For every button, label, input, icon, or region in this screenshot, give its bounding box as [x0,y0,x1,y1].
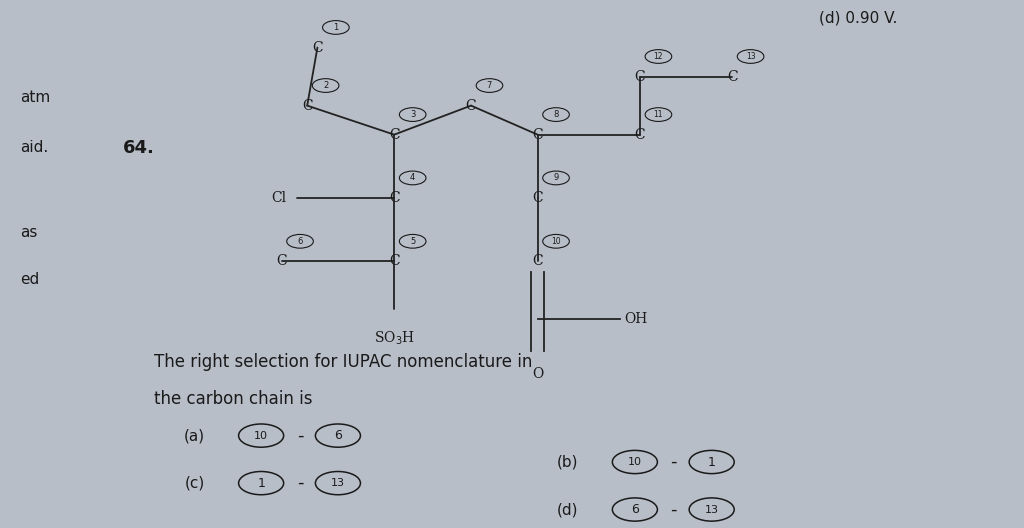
Text: 10: 10 [254,431,268,440]
Text: 1: 1 [257,477,265,489]
Text: 10: 10 [628,457,642,467]
Text: 13: 13 [705,505,719,514]
Text: (c): (c) [184,476,205,491]
Text: 5: 5 [410,237,416,246]
Text: (d) 0.90 V.: (d) 0.90 V. [819,11,898,26]
Text: 6: 6 [334,429,342,442]
Text: -: - [297,427,303,445]
Text: C: C [466,99,476,112]
Text: (a): (a) [183,428,205,443]
Text: C: C [532,191,543,205]
Text: SO$_3$H: SO$_3$H [374,330,415,347]
Text: 6: 6 [631,503,639,516]
Text: 64.: 64. [123,139,155,157]
Text: atm: atm [20,90,51,105]
Text: as: as [20,225,38,240]
Text: O: O [532,367,543,381]
Text: 1: 1 [333,23,339,32]
Text: OH: OH [625,313,648,326]
Text: C: C [727,70,737,83]
Text: C: C [302,99,312,112]
Text: 3: 3 [410,110,416,119]
Text: 10: 10 [551,237,561,246]
Text: 6: 6 [297,237,303,246]
Text: C: C [389,191,399,205]
Text: 7: 7 [486,81,493,90]
Text: aid.: aid. [20,140,49,155]
Text: 13: 13 [331,478,345,488]
Text: 8: 8 [553,110,559,119]
Text: 1: 1 [708,456,716,468]
Text: Cl: Cl [271,191,287,205]
Text: (b): (b) [557,455,579,469]
Text: C: C [635,70,645,83]
Text: C: C [635,128,645,142]
Text: (d): (d) [557,502,579,517]
Text: 2: 2 [323,81,329,90]
Text: C: C [312,41,323,54]
Text: C: C [276,254,287,268]
Text: -: - [671,501,677,518]
Text: the carbon chain is: the carbon chain is [154,390,312,408]
Text: The right selection for IUPAC nomenclature in: The right selection for IUPAC nomenclatu… [154,353,532,371]
Text: ed: ed [20,272,40,287]
Text: 4: 4 [410,173,416,183]
Text: -: - [297,474,303,492]
Text: C: C [532,254,543,268]
Text: 13: 13 [745,52,756,61]
Text: C: C [532,128,543,142]
Text: 11: 11 [653,110,664,119]
Text: C: C [389,254,399,268]
Text: C: C [389,128,399,142]
Text: -: - [671,453,677,471]
Text: 9: 9 [553,173,559,183]
Text: 12: 12 [653,52,664,61]
